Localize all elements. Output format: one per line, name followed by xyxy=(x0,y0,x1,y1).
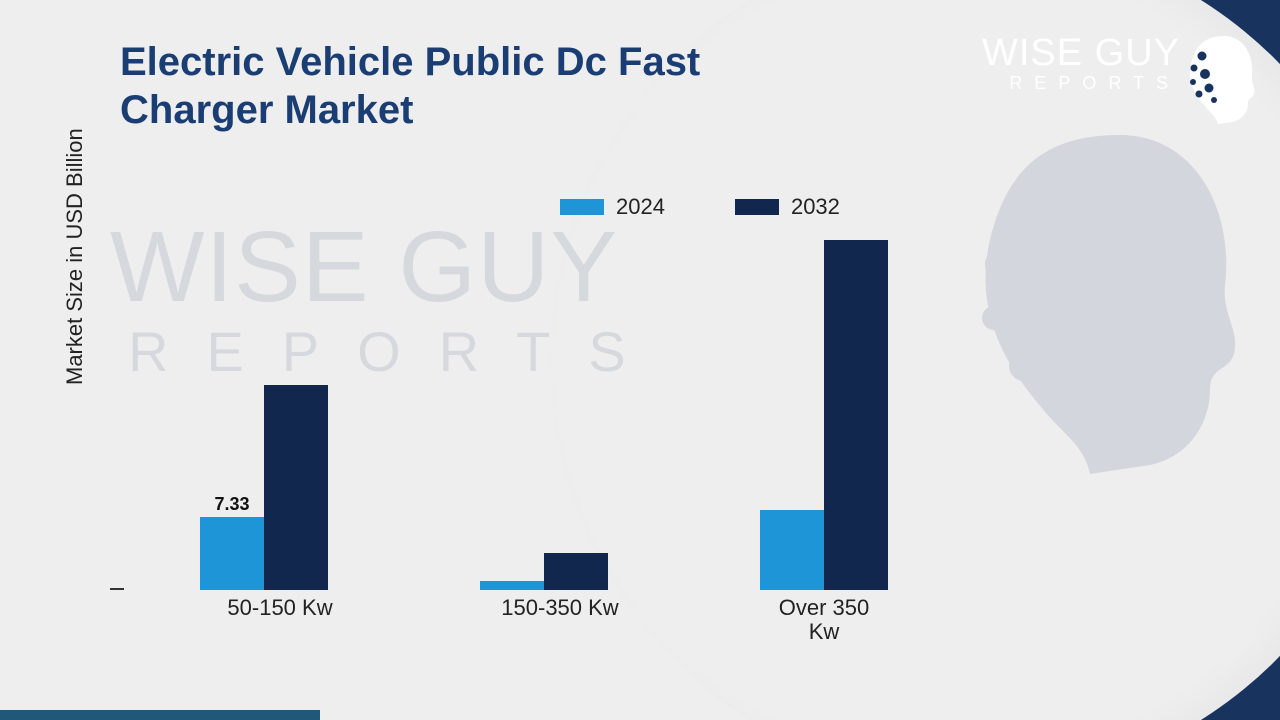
legend-item-2032: 2032 xyxy=(735,194,840,220)
bar-series-a xyxy=(200,517,264,590)
legend: 2024 2032 xyxy=(560,194,840,220)
legend-label-a: 2024 xyxy=(616,194,665,220)
chart-card: WISE GUY REPORTS Electric Vehicle Public… xyxy=(0,0,1280,720)
chart-title: Electric Vehicle Public Dc Fast Charger … xyxy=(120,38,840,134)
logo-head-icon xyxy=(1178,34,1256,124)
legend-label-b: 2032 xyxy=(791,194,840,220)
bar-series-b xyxy=(544,553,608,590)
legend-swatch-b xyxy=(735,199,779,215)
bar-series-b xyxy=(264,385,328,590)
bar-series-a xyxy=(480,581,544,590)
bar-series-a xyxy=(760,510,824,590)
category-label: 150-350 Kw xyxy=(460,590,660,620)
axis-tick xyxy=(110,588,124,590)
legend-item-2024: 2024 xyxy=(560,194,665,220)
accent-bar xyxy=(0,710,320,720)
bar-value-label: 7.33 xyxy=(200,494,264,517)
bar-series-b xyxy=(824,240,888,590)
brand-logo: WISE GUY REPORTS xyxy=(980,32,1250,142)
legend-swatch-a xyxy=(560,199,604,215)
chart-area: 7.3350-150 Kw150-350 KwOver 350 Kw xyxy=(120,230,940,590)
category-label: 50-150 Kw xyxy=(180,590,380,620)
category-label: Over 350 Kw xyxy=(764,590,884,644)
y-axis-label: Market Size in USD Billion xyxy=(62,128,88,385)
